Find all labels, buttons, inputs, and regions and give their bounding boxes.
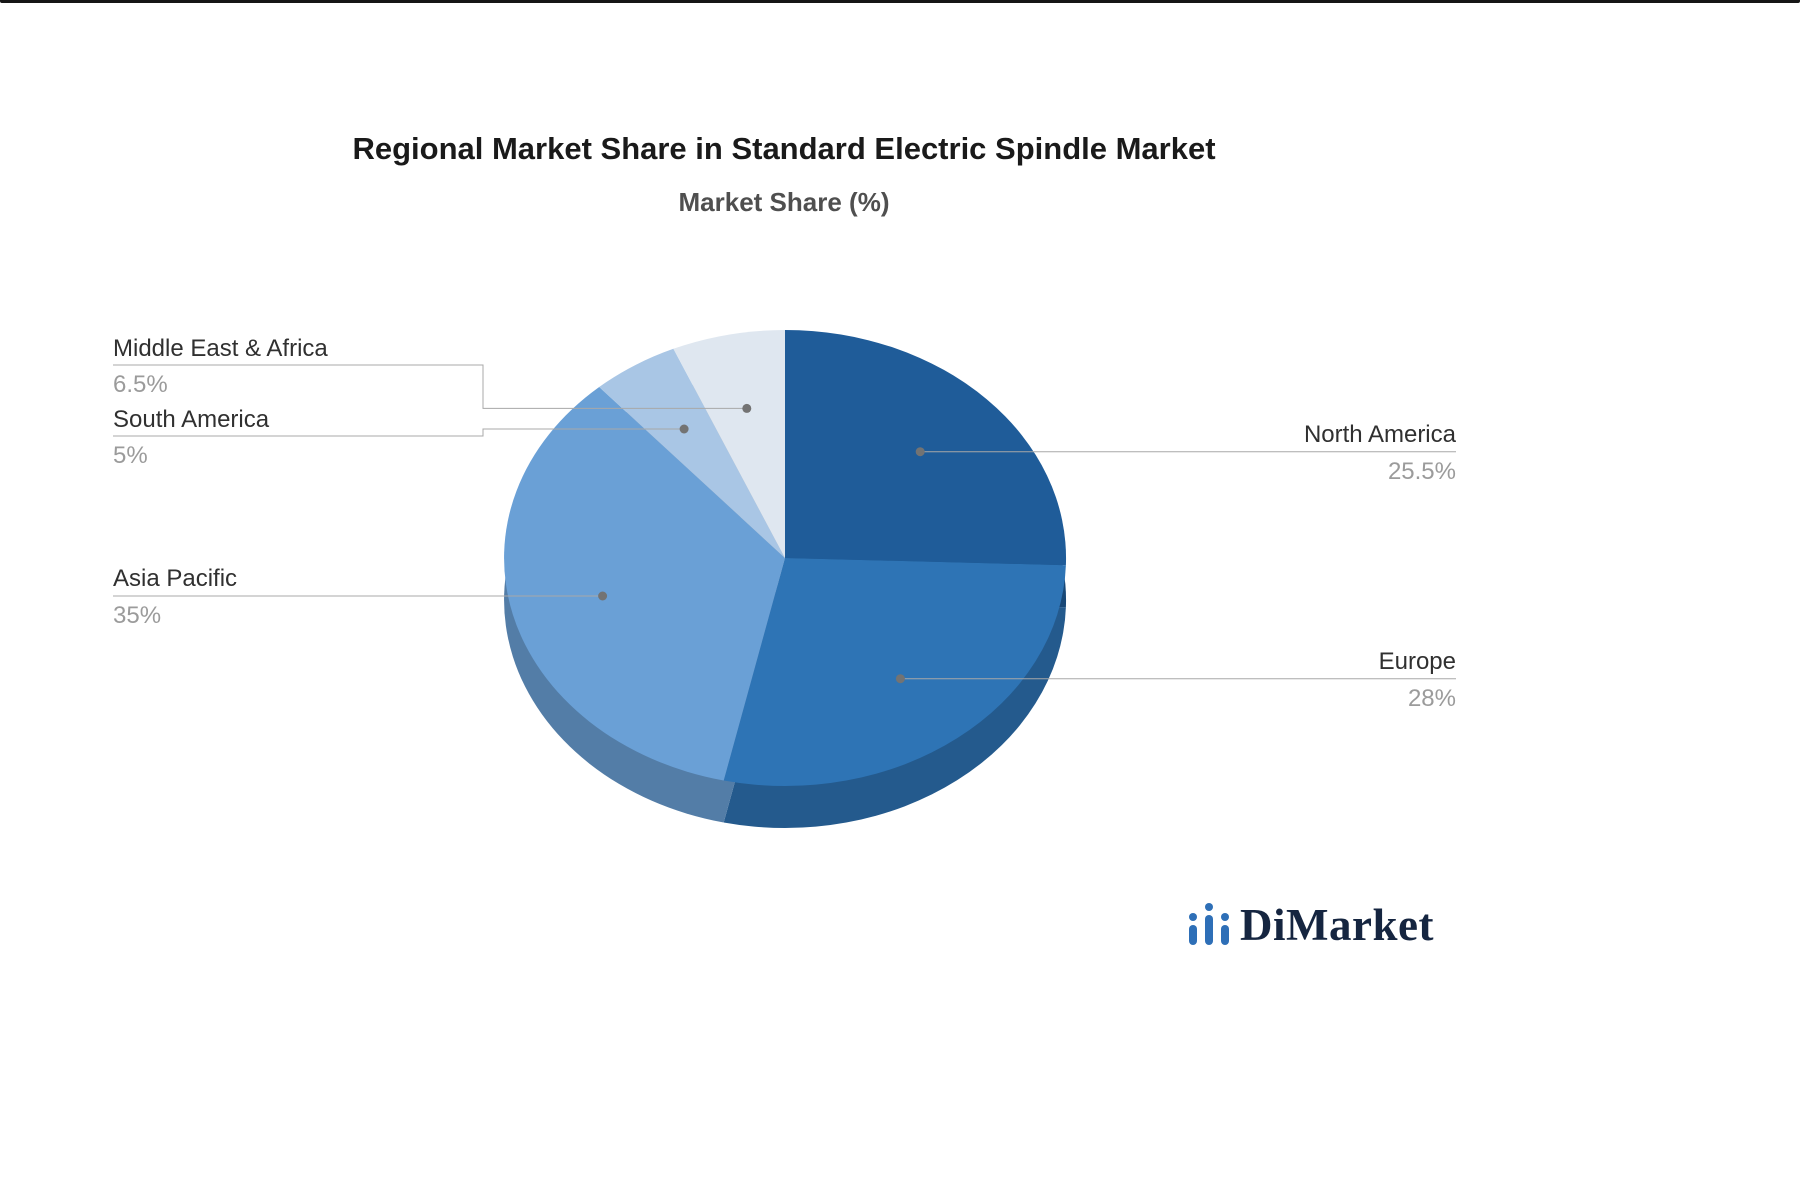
label-dot-asia-pacific — [598, 591, 608, 601]
label-line-south-america — [113, 428, 685, 437]
label-dot-middle-east-and-africa — [742, 403, 752, 413]
pie-slice-europe[interactable] — [723, 558, 1066, 786]
pie-slice-south-america[interactable] — [599, 348, 785, 558]
label-dot-south-america — [679, 424, 689, 434]
pie-slice-north-america[interactable] — [785, 330, 1067, 566]
page-top-border — [0, 0, 1800, 3]
dimarket-logo: DiMarket — [1187, 899, 1434, 951]
label-dot-europe — [895, 674, 905, 684]
bar-chart-icon — [1189, 903, 1229, 945]
dimarket-logo-text: DiMarket — [1240, 900, 1434, 950]
label-dot-north-america — [915, 447, 925, 457]
chart-subtitle: Market Share (%) — [678, 186, 890, 217]
pie-slice-asia-pacific[interactable] — [504, 387, 785, 781]
pie-slice-middle-east-and-africa[interactable] — [673, 330, 785, 558]
chart-title: Regional Market Share in Standard Electr… — [352, 130, 1216, 166]
label-line-middle-east-and-africa — [113, 364, 747, 409]
